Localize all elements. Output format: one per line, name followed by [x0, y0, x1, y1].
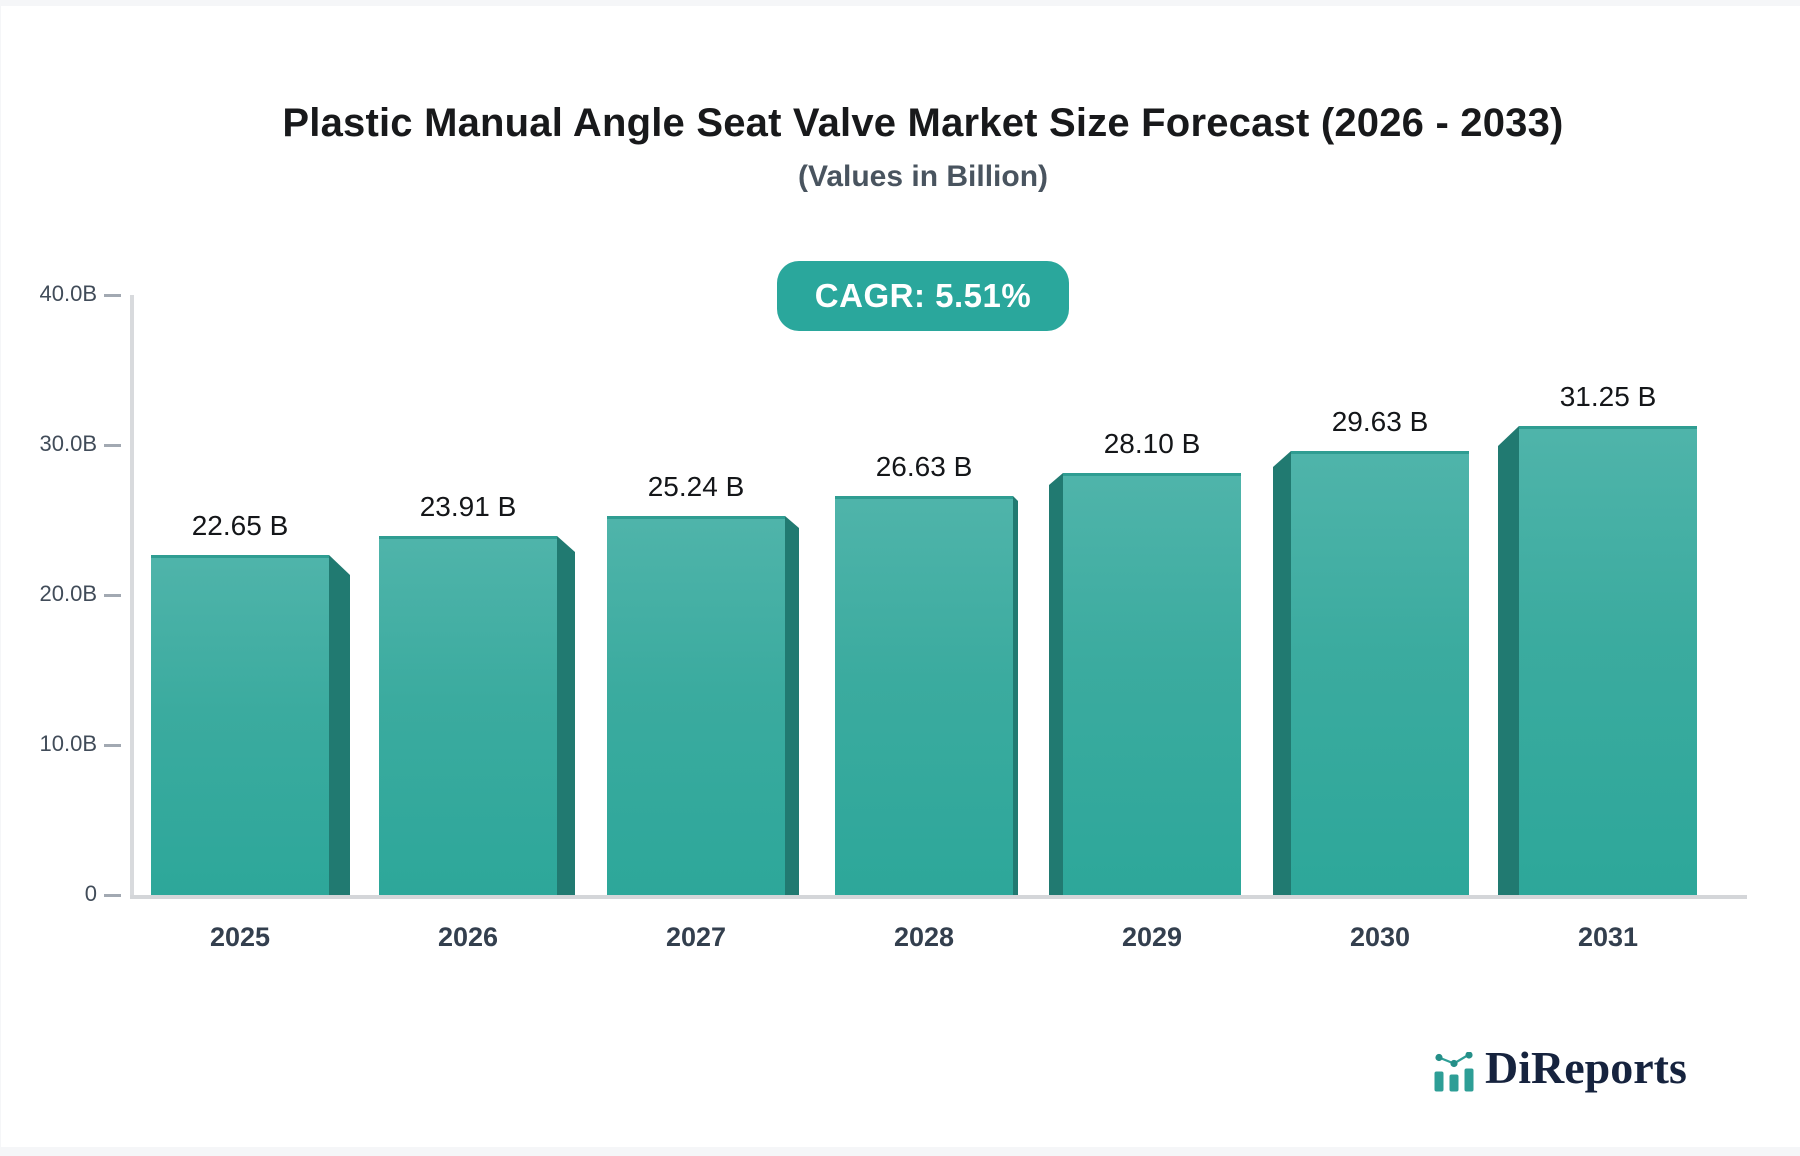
y-tick-mark: [104, 444, 121, 447]
x-axis-label: 2028: [893, 922, 955, 952]
y-tick-label: 40.0B: [39, 281, 98, 306]
y-axis-line: [130, 295, 134, 899]
y-tick-label: 30.0B: [39, 431, 98, 456]
bar-chart: 40.0B 30.0B 20.0B 10.0B 0 22.65 B 2025 23.91 B 2…: [1, 6, 1800, 1147]
bar-2025: [151, 555, 329, 895]
chart-title: Plastic Manual Angle Seat Valve Market S…: [282, 101, 1564, 145]
bar-value-label: 29.63 B: [1331, 406, 1429, 437]
x-axis-label: 2029: [1121, 922, 1183, 952]
chart-subtitle: (Values in Billion): [797, 160, 1049, 193]
bar-side-face: [1273, 451, 1291, 895]
bar-2030: [1291, 451, 1469, 895]
y-tick-mark: [104, 894, 121, 897]
y-tick-label: 20.0B: [39, 581, 98, 606]
x-axis-label: 2026: [437, 922, 499, 952]
bar-side-face: [329, 555, 350, 895]
bar-2029: [1063, 473, 1241, 895]
bar-side-face: [1013, 496, 1018, 895]
x-axis-label: 2025: [209, 922, 271, 952]
x-axis-label: 2030: [1349, 922, 1411, 952]
bar-value-label: 22.65 B: [191, 510, 289, 541]
y-tick-mark: [104, 744, 121, 747]
y-tick-mark: [104, 594, 121, 597]
direports-logo: DiReports: [1433, 1042, 1687, 1094]
y-tick-label: 10.0B: [39, 731, 98, 756]
bar-side-face: [1498, 426, 1519, 895]
mini-bar-chart-icon: [1434, 1052, 1474, 1092]
logo-text: DiReports: [1485, 1042, 1687, 1093]
bar-value-label: 28.10 B: [1103, 428, 1201, 459]
x-axis-label: 2027: [665, 922, 727, 952]
bar-2026: [379, 536, 557, 895]
x-axis-label: 2031: [1577, 922, 1639, 952]
bar-2031: [1519, 426, 1697, 895]
chart-header: Plastic Manual Angle Seat Valve Market S…: [23, 6, 1800, 331]
bar-side-face: [557, 536, 575, 895]
x-axis-line: [130, 895, 1747, 899]
y-tick-mark: [104, 294, 121, 297]
bar-side-face: [1049, 473, 1063, 895]
bar-value-label: 26.63 B: [875, 451, 973, 482]
bar-2028: [835, 496, 1013, 895]
cagr-badge: CAGR: 5.51%: [776, 261, 1070, 331]
bar-value-label: 31.25 B: [1559, 381, 1657, 412]
bar-value-label: 23.91 B: [419, 491, 517, 522]
bar-side-face: [785, 516, 799, 895]
bar-value-label: 25.24 B: [647, 471, 745, 502]
bar-2027: [607, 516, 785, 895]
chart-card: Plastic Manual Angle Seat Valve Market S…: [1, 6, 1800, 1147]
y-tick-label: 0: [84, 881, 97, 906]
